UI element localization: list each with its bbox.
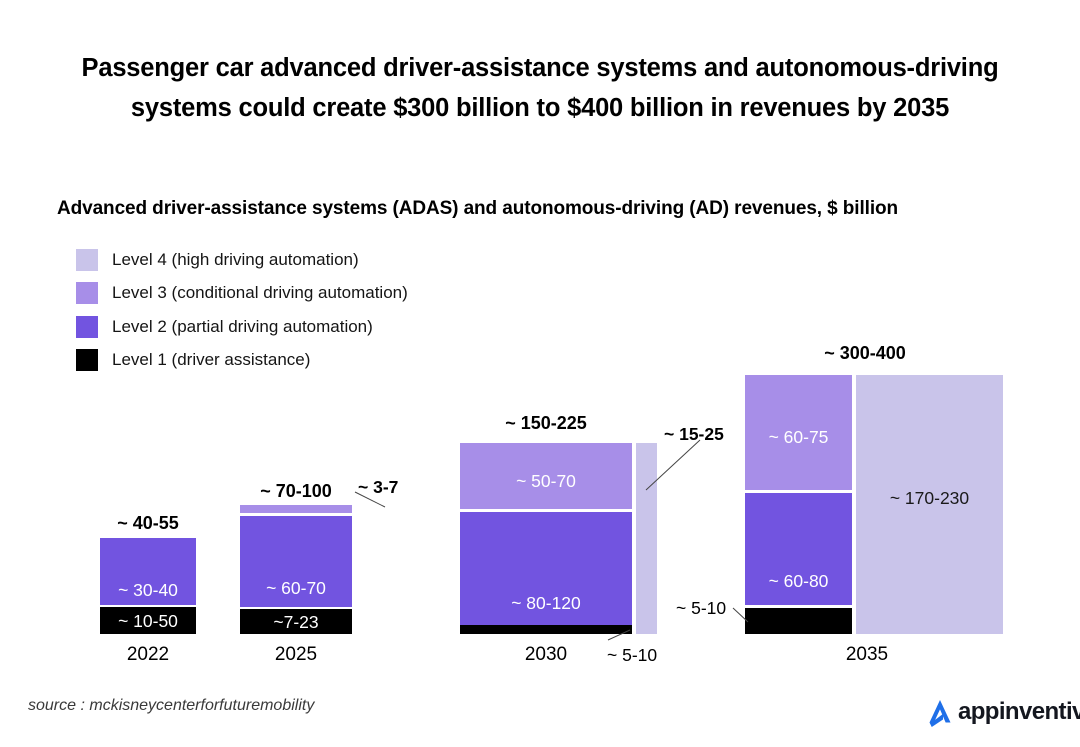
- axis-tick-2030: 2030: [524, 644, 568, 665]
- bar-segment-2035-level-4[interactable]: ~ 170-230: [856, 375, 1003, 634]
- legend-label-level-2: Level 2 (partial driving automation): [112, 316, 373, 336]
- legend-label-level-4: Level 4 (high driving automation): [112, 249, 359, 269]
- bar-total-2025: ~ 70-100: [260, 481, 332, 501]
- bar-total-2035: ~ 300-400: [824, 343, 906, 363]
- bar-callout-2030-level-1: ~ 5-10: [607, 645, 658, 665]
- bar-segment-2030-level-4[interactable]: [636, 443, 657, 634]
- bar-segment-2030-level-1[interactable]: [460, 625, 632, 634]
- bar-label-2030-level-2: ~ 80-120: [511, 593, 581, 613]
- bar-label-2022-level-1: ~ 10-50: [118, 611, 178, 631]
- bar-callout-2035-level-1: ~ 5-10: [676, 598, 727, 618]
- bar-segment-2022-level-2[interactable]: ~ 30-40: [100, 538, 196, 605]
- bar-total-2030: ~ 150-225: [505, 413, 587, 433]
- bar-segment-2035-level-2[interactable]: ~ 60-80: [745, 493, 852, 605]
- axis-tick-2035: 2035: [845, 644, 889, 665]
- bar-group-2022: ~ 30-40 ~ 10-50: [100, 538, 196, 634]
- axis-tick-2025: 2025: [274, 644, 318, 665]
- legend-item-level-4: Level 4 (high driving automation): [76, 243, 408, 277]
- bar-label-2035-level-2: ~ 60-80: [768, 571, 829, 591]
- bar-segment-2022-level-1[interactable]: ~ 10-50: [100, 607, 196, 634]
- bar-segment-2030-level-2[interactable]: ~ 80-120: [460, 512, 632, 625]
- bar-total-2022: ~ 40-55: [117, 513, 179, 533]
- page-title-line-1: Passenger car advanced driver-assistance…: [81, 54, 999, 82]
- bar-label-2025-level-2: ~ 60-70: [266, 578, 326, 598]
- legend-item-level-2: Level 2 (partial driving automation): [76, 310, 408, 344]
- page-title: Passenger car advanced driver-assistance…: [60, 48, 1020, 128]
- legend-swatch-level-1: [76, 349, 98, 372]
- legend-label-level-1: Level 1 (driver assistance): [112, 350, 311, 370]
- bar-segment-2025-level-3[interactable]: [240, 505, 352, 513]
- bar-group-2035: ~ 60-75 ~ 60-80: [745, 375, 852, 634]
- bar-label-2022-level-2: ~ 30-40: [118, 580, 178, 600]
- bar-label-2025-level-1: ~7-23: [273, 612, 319, 632]
- legend-swatch-level-2: [76, 315, 98, 338]
- brand-name: appinventiv: [958, 698, 1080, 725]
- legend-label-level-3: Level 3 (conditional driving automation): [112, 283, 408, 303]
- bar-label-2030-level-3: ~ 50-70: [516, 471, 576, 491]
- bar-segment-2025-level-1[interactable]: ~7-23: [240, 609, 352, 634]
- axis-tick-2022: 2022: [126, 644, 170, 665]
- appinventiv-logo-icon: [929, 700, 951, 727]
- bar-group-2030: ~ 50-70 ~ 80-120: [460, 443, 632, 634]
- bar-segment-2025-level-2[interactable]: ~ 60-70: [240, 516, 352, 607]
- bar-segment-2035-level-3[interactable]: ~ 60-75: [745, 375, 852, 490]
- source-note: source : mckisneycenterforfuturemobility: [28, 697, 315, 714]
- brand-logo[interactable]: appinventiv: [925, 695, 1080, 729]
- legend-swatch-level-3: [76, 282, 98, 305]
- bar-label-2035-level-4: ~ 170-230: [889, 488, 970, 508]
- bar-group-2025: ~ 60-70 ~7-23: [240, 505, 352, 634]
- chart-legend: Level 4 (high driving automation) Level …: [76, 243, 408, 377]
- bar-segment-2030-level-3[interactable]: ~ 50-70: [460, 443, 632, 509]
- legend-item-level-1: Level 1 (driver assistance): [76, 344, 408, 378]
- chart-subtitle: Advanced driver-assistance systems (ADAS…: [57, 198, 899, 219]
- bar-label-2035-level-3: ~ 60-75: [768, 427, 829, 447]
- bar-segment-2035-level-1[interactable]: [745, 608, 852, 634]
- page-title-line-2: systems could create $300 billion to $40…: [130, 94, 950, 122]
- legend-swatch-level-4: [76, 248, 98, 271]
- legend-item-level-3: Level 3 (conditional driving automation): [76, 277, 408, 311]
- bar-callout-2025-level-3: ~ 3-7: [358, 477, 399, 497]
- bar-callout-2030-level-4: ~ 15-25: [664, 424, 724, 444]
